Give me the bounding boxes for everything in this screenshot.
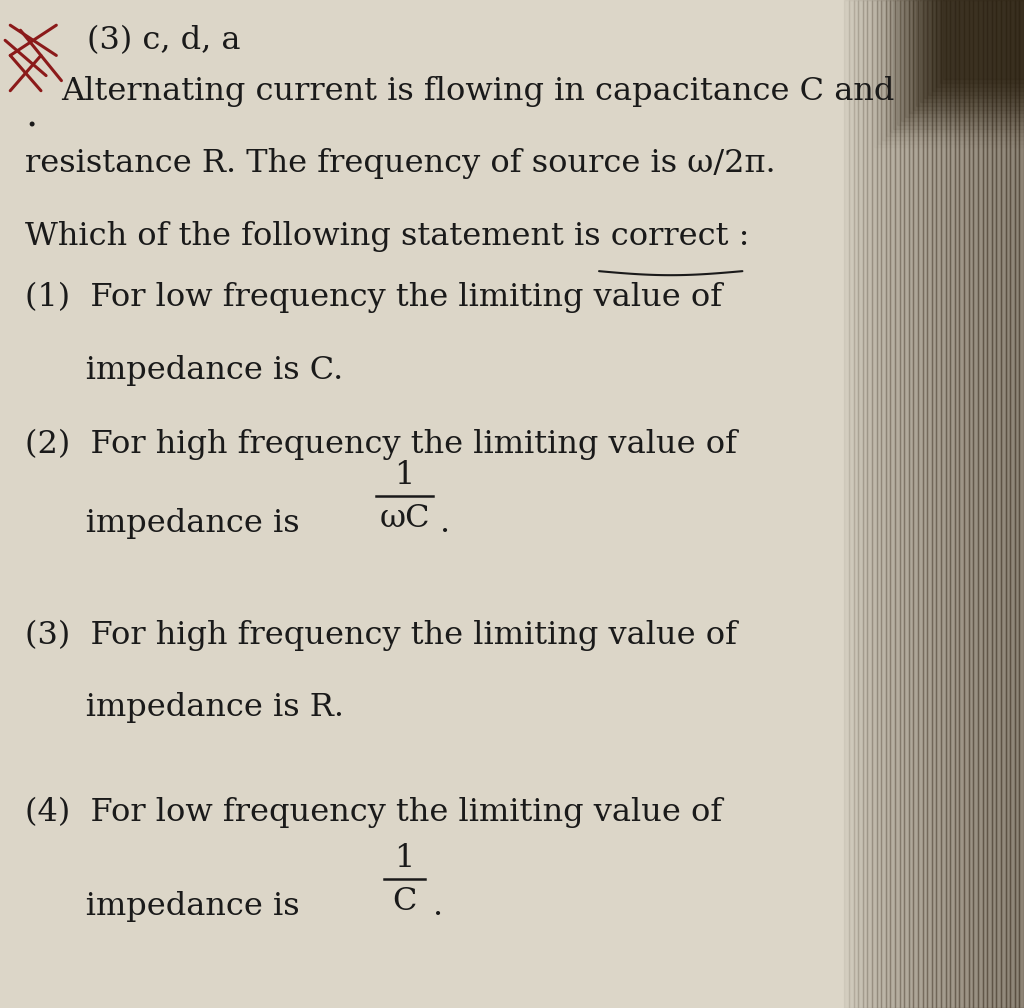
- Bar: [877, 0, 881, 1008]
- Text: impedance is C.: impedance is C.: [25, 355, 343, 386]
- Bar: [904, 0, 909, 1008]
- Bar: [1015, 0, 1020, 1008]
- Bar: [987, 0, 991, 1008]
- Text: Which of the following statement is correct :: Which of the following statement is corr…: [25, 221, 749, 252]
- Bar: [890, 0, 1024, 132]
- Bar: [936, 0, 941, 1008]
- Bar: [867, 0, 871, 1008]
- Bar: [913, 0, 918, 1008]
- Text: resistance R. The frequency of source is ω/2π.: resistance R. The frequency of source is…: [25, 148, 775, 179]
- Bar: [901, 0, 1024, 121]
- Bar: [886, 0, 890, 1008]
- Text: (4)  For low frequency the limiting value of: (4) For low frequency the limiting value…: [25, 796, 722, 828]
- Bar: [924, 0, 1024, 99]
- Bar: [959, 0, 965, 1008]
- Bar: [870, 0, 1024, 151]
- Bar: [871, 0, 877, 1008]
- Bar: [941, 0, 946, 1008]
- Bar: [950, 0, 954, 1008]
- Bar: [969, 0, 973, 1008]
- Bar: [874, 0, 1024, 147]
- Bar: [878, 0, 1024, 144]
- Text: ωC: ωC: [379, 503, 430, 534]
- Text: 1: 1: [394, 460, 415, 491]
- Bar: [890, 0, 895, 1008]
- Text: (3) c, d, a: (3) c, d, a: [87, 25, 241, 56]
- Bar: [909, 0, 913, 1008]
- Text: impedance is: impedance is: [25, 891, 309, 921]
- Text: .: .: [440, 508, 451, 539]
- Text: impedance is: impedance is: [25, 508, 309, 539]
- Bar: [899, 0, 904, 1008]
- Text: Alternating current is flowing in capacitance C and: Alternating current is flowing in capaci…: [61, 76, 895, 107]
- Text: 1: 1: [394, 843, 415, 874]
- Bar: [849, 0, 853, 1008]
- Bar: [921, 0, 1024, 102]
- Bar: [965, 0, 969, 1008]
- Text: C: C: [392, 886, 417, 916]
- Bar: [1010, 0, 1015, 1008]
- Bar: [905, 0, 1024, 117]
- Bar: [928, 0, 1024, 95]
- Bar: [862, 0, 867, 1008]
- Text: (1)  For low frequency the limiting value of: (1) For low frequency the limiting value…: [25, 282, 722, 313]
- Bar: [895, 0, 899, 1008]
- Bar: [1001, 0, 1006, 1008]
- Bar: [978, 0, 983, 1008]
- Bar: [909, 0, 1024, 114]
- Bar: [996, 0, 1001, 1008]
- Bar: [916, 0, 1024, 106]
- Bar: [893, 0, 1024, 129]
- Text: .: .: [433, 891, 443, 921]
- Bar: [936, 0, 1024, 87]
- Bar: [943, 0, 1024, 80]
- Bar: [918, 0, 923, 1008]
- Bar: [1020, 0, 1024, 1008]
- Bar: [1006, 0, 1010, 1008]
- Bar: [897, 0, 1024, 125]
- Text: (2)  For high frequency the limiting value of: (2) For high frequency the limiting valu…: [25, 428, 736, 460]
- Bar: [991, 0, 996, 1008]
- Bar: [928, 0, 932, 1008]
- Bar: [932, 0, 1024, 91]
- Bar: [844, 0, 849, 1008]
- Text: .: .: [26, 98, 38, 134]
- Bar: [973, 0, 978, 1008]
- Bar: [923, 0, 928, 1008]
- Bar: [954, 0, 959, 1008]
- Bar: [840, 0, 844, 1008]
- Bar: [932, 0, 936, 1008]
- Bar: [858, 0, 862, 1008]
- Text: impedance is R.: impedance is R.: [25, 692, 344, 724]
- Bar: [940, 0, 1024, 84]
- Bar: [912, 0, 1024, 110]
- Bar: [983, 0, 987, 1008]
- Bar: [881, 0, 886, 1008]
- Bar: [946, 0, 950, 1008]
- Bar: [853, 0, 858, 1008]
- Text: (3)  For high frequency the limiting value of: (3) For high frequency the limiting valu…: [25, 620, 736, 651]
- Bar: [886, 0, 1024, 136]
- Bar: [882, 0, 1024, 140]
